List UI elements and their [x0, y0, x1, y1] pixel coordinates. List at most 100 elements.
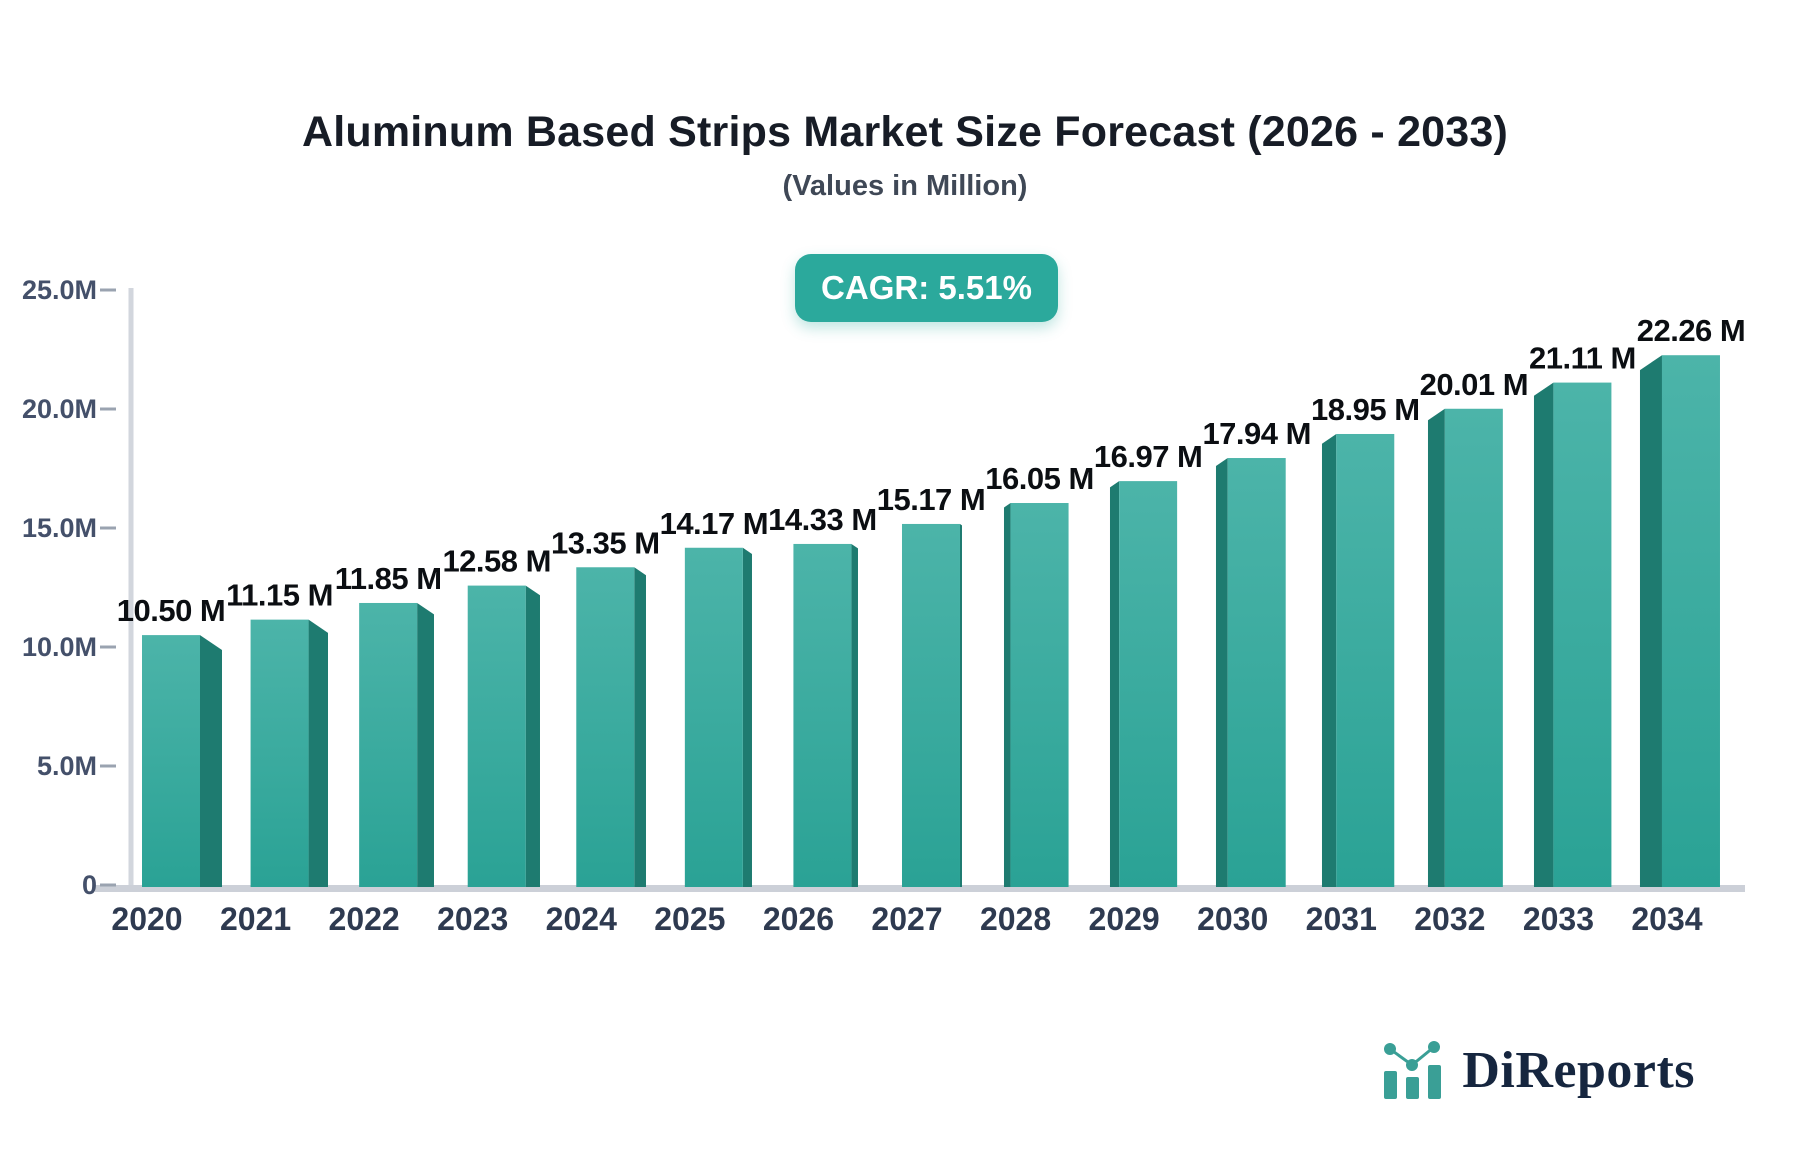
bar-group	[467, 585, 540, 887]
logo-dot	[1406, 1059, 1419, 1071]
x-axis-label: 2030	[1197, 901, 1268, 937]
logo-bar	[1428, 1065, 1442, 1099]
bar-value-label: 14.33 M	[768, 502, 877, 537]
bar-value-label: 15.17 M	[877, 482, 986, 517]
axes	[95, 288, 1745, 892]
bar-value-label: 13.35 M	[551, 525, 660, 560]
x-axis-label: 2034	[1631, 901, 1702, 937]
y-tick-mark	[100, 526, 116, 530]
bar-side-face	[1321, 433, 1337, 887]
bar-front-face	[467, 585, 526, 887]
bar-side-face	[1533, 382, 1554, 887]
chart-title: Aluminum Based Strips Market Size Foreca…	[301, 108, 1509, 156]
x-axis-label: 2026	[763, 901, 834, 937]
bar-group	[1427, 408, 1503, 887]
bar-front-face	[1553, 382, 1612, 887]
bar-side-face	[1003, 503, 1011, 887]
bar-value-label: 20.01 M	[1420, 367, 1529, 402]
bar-value-label: 16.97 M	[1094, 439, 1203, 474]
bar-side-face	[1109, 481, 1120, 887]
bar-group	[1639, 355, 1720, 887]
bar-value-label: 14.17 M	[660, 506, 769, 541]
bar-side-face	[308, 619, 328, 887]
bar-group	[793, 543, 858, 887]
bar-value-label: 12.58 M	[442, 544, 551, 579]
logo-bar	[1406, 1077, 1420, 1099]
x-axis-label: 2032	[1414, 901, 1485, 937]
bar-group	[901, 523, 962, 887]
bar-group	[1321, 433, 1395, 887]
x-axis-label: 2023	[437, 901, 508, 937]
y-tick-label: 5.0M	[37, 751, 97, 781]
bar-front-face	[576, 567, 635, 887]
bar-side-face	[417, 602, 434, 887]
x-axis-label: 2022	[329, 901, 400, 937]
bars	[142, 355, 1720, 887]
y-axis-line	[128, 288, 134, 888]
bar-value-label: 11.85 M	[335, 561, 442, 596]
bar-side-face	[525, 585, 540, 887]
logo-dot	[1428, 1041, 1441, 1053]
y-tick-label: 20.0M	[22, 394, 97, 424]
y-tick-label: 25.0M	[22, 275, 97, 305]
y-tick-mark	[100, 288, 116, 292]
bar-front-face	[684, 547, 743, 887]
x-axis-label: 2025	[654, 901, 725, 937]
bar-value-label: 10.50 M	[117, 593, 226, 628]
bar-group	[1215, 458, 1286, 887]
bar-value-label: 17.94 M	[1202, 416, 1311, 451]
bar-group	[684, 547, 752, 887]
bar-side-face	[1215, 458, 1228, 887]
x-axis-label: 2028	[980, 901, 1051, 937]
bar-group	[1109, 481, 1178, 887]
bar-front-face	[1336, 433, 1395, 887]
bar-group	[576, 567, 646, 887]
y-tick-label: 0	[82, 870, 97, 900]
bar-value-label: 11.15 M	[226, 578, 333, 613]
bar-side-face	[851, 543, 858, 887]
bar-front-face	[901, 523, 960, 887]
bar-group	[142, 635, 222, 887]
bar-side-face	[1427, 408, 1445, 887]
bar-value-label: 22.26 M	[1637, 313, 1746, 348]
bar-front-face	[793, 543, 852, 887]
y-tick-mark	[100, 407, 116, 411]
labels: 0 5.0M 10.0M 15.0M 20.0M 25.0M 10.50 M 2020 11.1…	[22, 275, 1746, 937]
x-axis-label: 2027	[871, 901, 942, 937]
chart-subtitle: (Values in Million)	[782, 170, 1028, 202]
bar-group	[250, 619, 328, 887]
y-tick-mark	[100, 764, 116, 768]
bar-side-face	[1639, 355, 1662, 887]
y-tick-label: 10.0M	[22, 632, 97, 662]
logo-dot	[1384, 1043, 1397, 1055]
bar-side-face	[200, 635, 222, 887]
bar-front-face	[1227, 458, 1286, 887]
x-axis-line	[95, 885, 1745, 892]
y-tick-mark	[100, 883, 116, 887]
bar-value-label: 18.95 M	[1311, 392, 1420, 427]
bar-group	[359, 602, 434, 887]
brand-logo: DiReports	[1380, 1030, 1695, 1110]
bar-side-face	[742, 547, 752, 887]
bar-group	[1003, 503, 1069, 887]
x-axis-label: 2024	[546, 901, 617, 937]
bar-front-face	[1661, 355, 1720, 887]
x-axis-label: 2020	[111, 901, 182, 937]
x-axis-label: 2021	[220, 901, 291, 937]
bar-side-face	[959, 523, 962, 887]
bar-value-label: 16.05 M	[985, 461, 1094, 496]
bar-value-label: 21.11 M	[1529, 341, 1636, 376]
y-tick-label: 15.0M	[22, 513, 97, 543]
bar-front-face	[250, 619, 309, 887]
bar-front-face	[1010, 503, 1069, 887]
bar-front-face	[1119, 481, 1178, 887]
mini-bar-line-chart-icon	[1384, 1041, 1442, 1099]
x-axis-label: 2029	[1089, 901, 1160, 937]
y-tick-mark	[100, 645, 116, 649]
logo-bar	[1384, 1071, 1398, 1099]
x-axis-label: 2031	[1306, 901, 1377, 937]
cagr-badge: CAGR: 5.51%	[795, 254, 1058, 322]
bar-front-face	[1444, 408, 1503, 887]
